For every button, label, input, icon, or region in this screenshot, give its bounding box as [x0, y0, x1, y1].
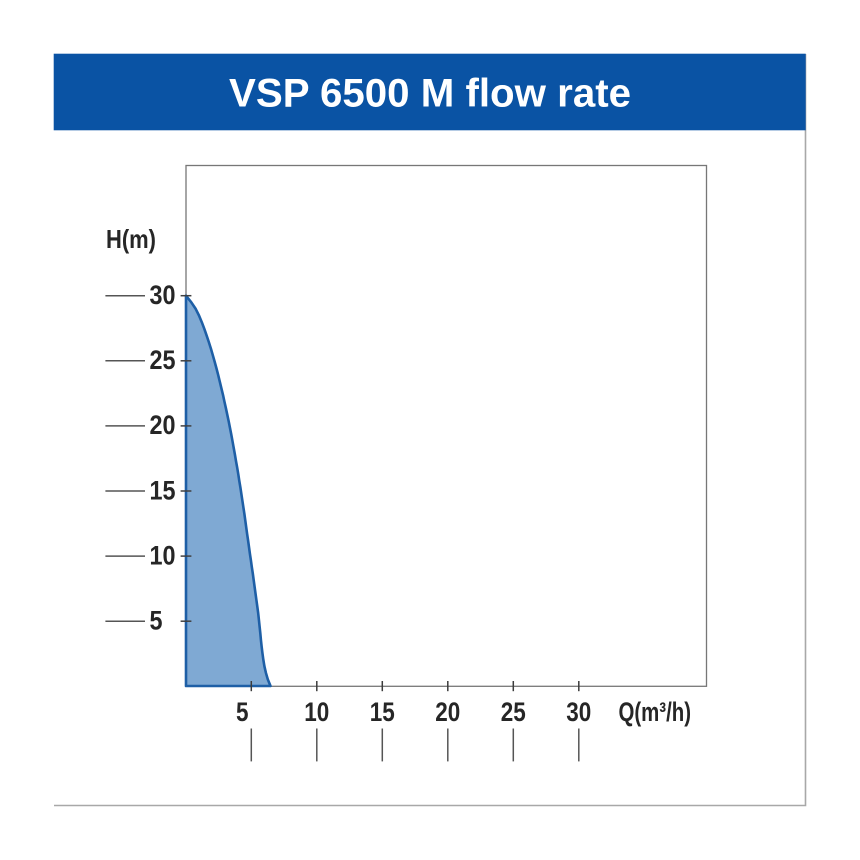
svg-text:15: 15	[370, 697, 395, 727]
svg-text:Q(m³/h): Q(m³/h)	[619, 697, 692, 727]
svg-text:5: 5	[150, 606, 163, 636]
svg-text:10: 10	[150, 540, 176, 570]
svg-text:VSP 6500 M flow rate: VSP 6500 M flow rate	[229, 72, 631, 116]
svg-text:20: 20	[150, 410, 176, 440]
svg-text:20: 20	[435, 697, 460, 727]
svg-text:15: 15	[150, 475, 176, 505]
svg-text:10: 10	[304, 697, 329, 727]
svg-text:25: 25	[501, 697, 526, 727]
svg-text:H(m): H(m)	[106, 224, 156, 254]
svg-text:30: 30	[566, 697, 591, 727]
svg-text:30: 30	[150, 280, 176, 310]
svg-text:5: 5	[236, 697, 249, 727]
svg-text:25: 25	[150, 345, 176, 375]
